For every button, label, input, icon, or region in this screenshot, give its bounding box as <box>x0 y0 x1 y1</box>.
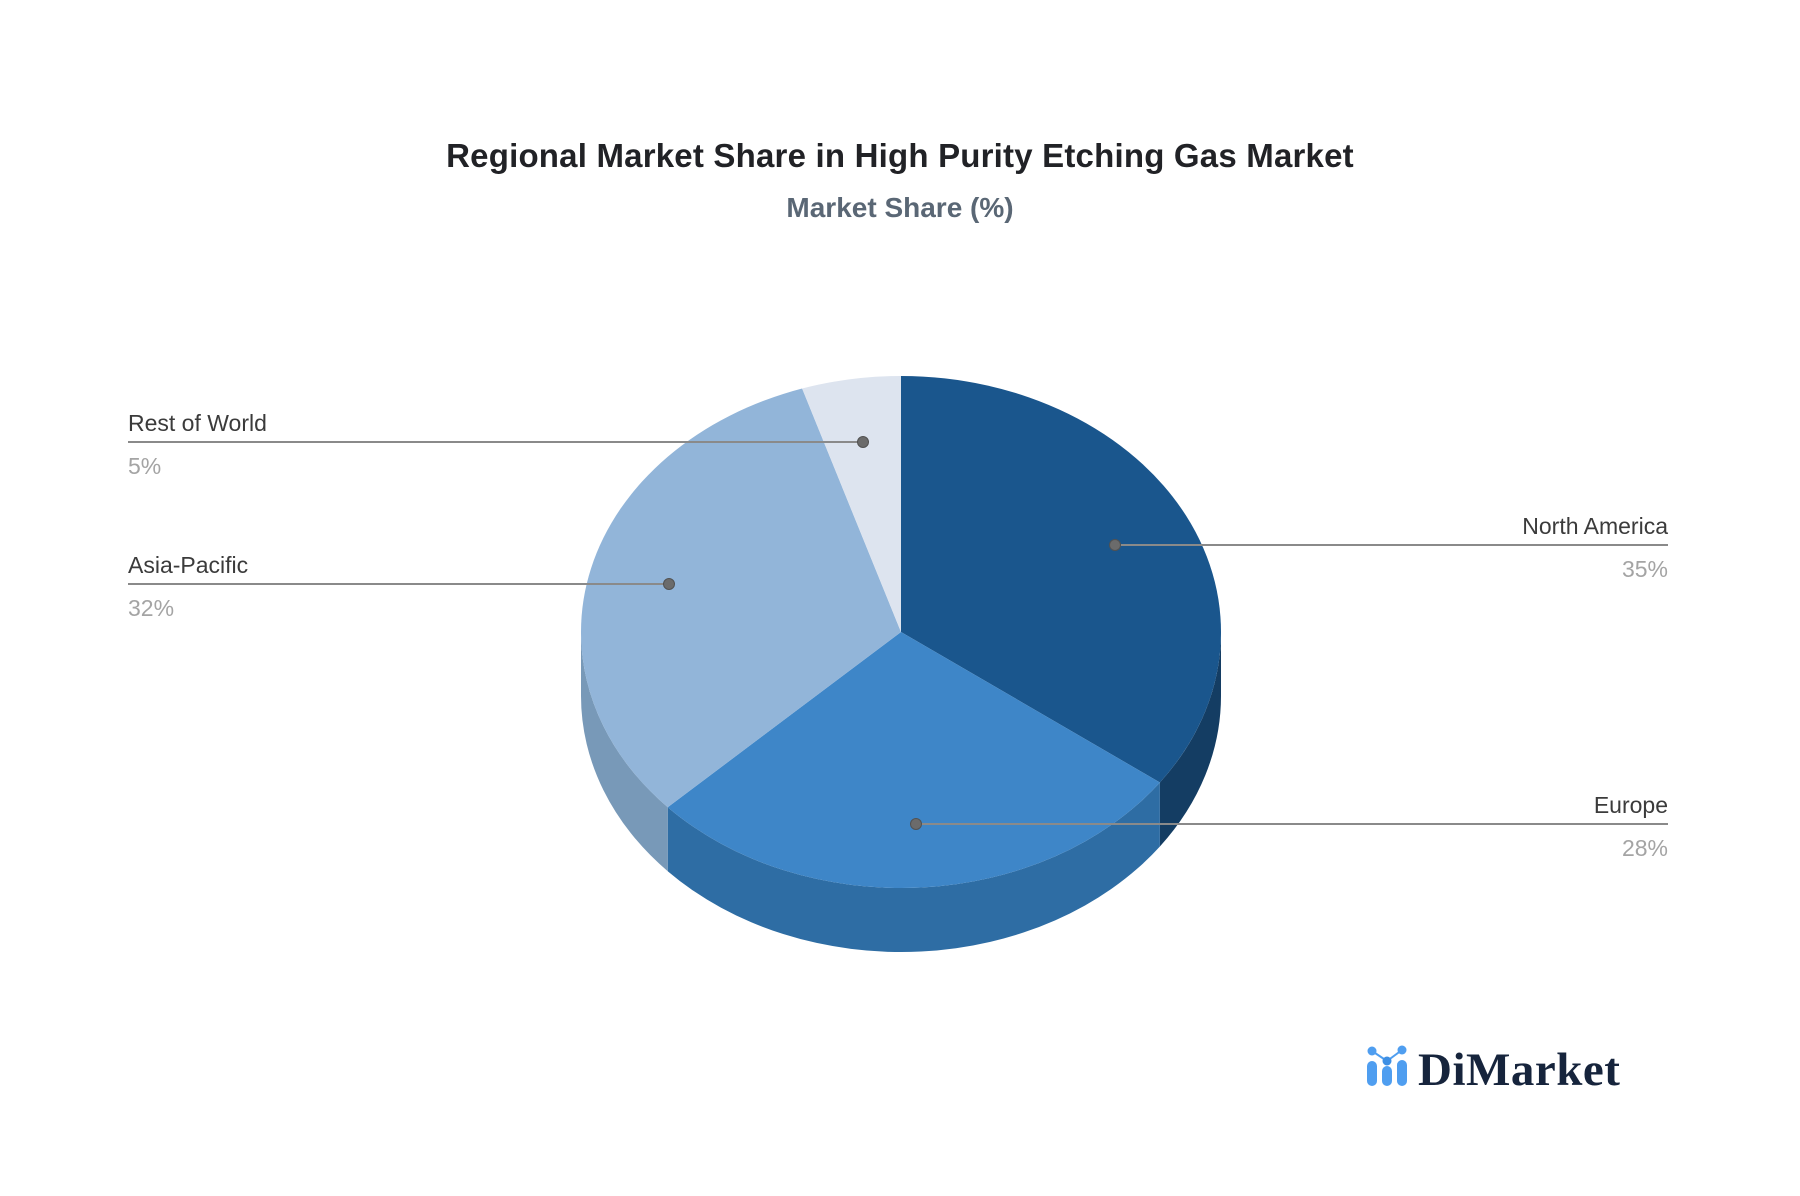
slice-label-europe: Europe <box>1593 791 1668 818</box>
logo-bar-3 <box>1397 1060 1407 1086</box>
bar-chart-logo-icon <box>1367 1045 1407 1086</box>
logo-dot-2 <box>1382 1056 1392 1066</box>
slice-label-asia-pacific: Asia-Pacific <box>128 552 249 579</box>
slice-label-north-america: North America <box>1522 512 1668 539</box>
slice-value-north-america: 35% <box>1621 555 1668 582</box>
logo: DiMarket <box>1363 1044 1683 1104</box>
slice-value-asia-pacific: 32% <box>128 595 175 622</box>
leader-dot-north-america <box>1108 538 1121 551</box>
leader-dot-asia-pacific <box>662 578 675 591</box>
pie-slice-north-america[interactable] <box>901 376 1221 783</box>
pie-slice-side-europe <box>667 782 1160 953</box>
slice-label-rest-of-world: Rest of World <box>128 410 267 437</box>
logo-dot-1 <box>1367 1046 1377 1056</box>
logo-dot-3 <box>1397 1045 1407 1055</box>
logo-bar-1 <box>1367 1061 1377 1086</box>
pie-slice-asia-pacific[interactable] <box>581 388 901 808</box>
leader-dot-europe <box>910 817 923 830</box>
pie-slice-rest-of-world[interactable] <box>802 376 901 632</box>
leader-line-north-america <box>1114 543 1668 546</box>
chart-title: Regional Market Share in High Purity Etc… <box>446 137 1354 174</box>
slice-value-europe: 28% <box>1621 834 1668 861</box>
leader-line-europe <box>916 822 1668 825</box>
leader-line-rest-of-world <box>128 441 864 444</box>
leader-dot-rest-of-world <box>857 436 870 449</box>
logo-text: DiMarket <box>1418 1044 1621 1096</box>
pie-slice-side-north-america <box>1159 632 1221 847</box>
slice-value-rest-of-world: 5% <box>128 453 162 480</box>
logo-bar-2 <box>1382 1066 1392 1086</box>
chart-subtitle: Market Share (%) <box>786 192 1014 223</box>
pie-slice-side-asia-pacific <box>581 632 668 872</box>
leader-line-asia-pacific <box>128 583 669 586</box>
